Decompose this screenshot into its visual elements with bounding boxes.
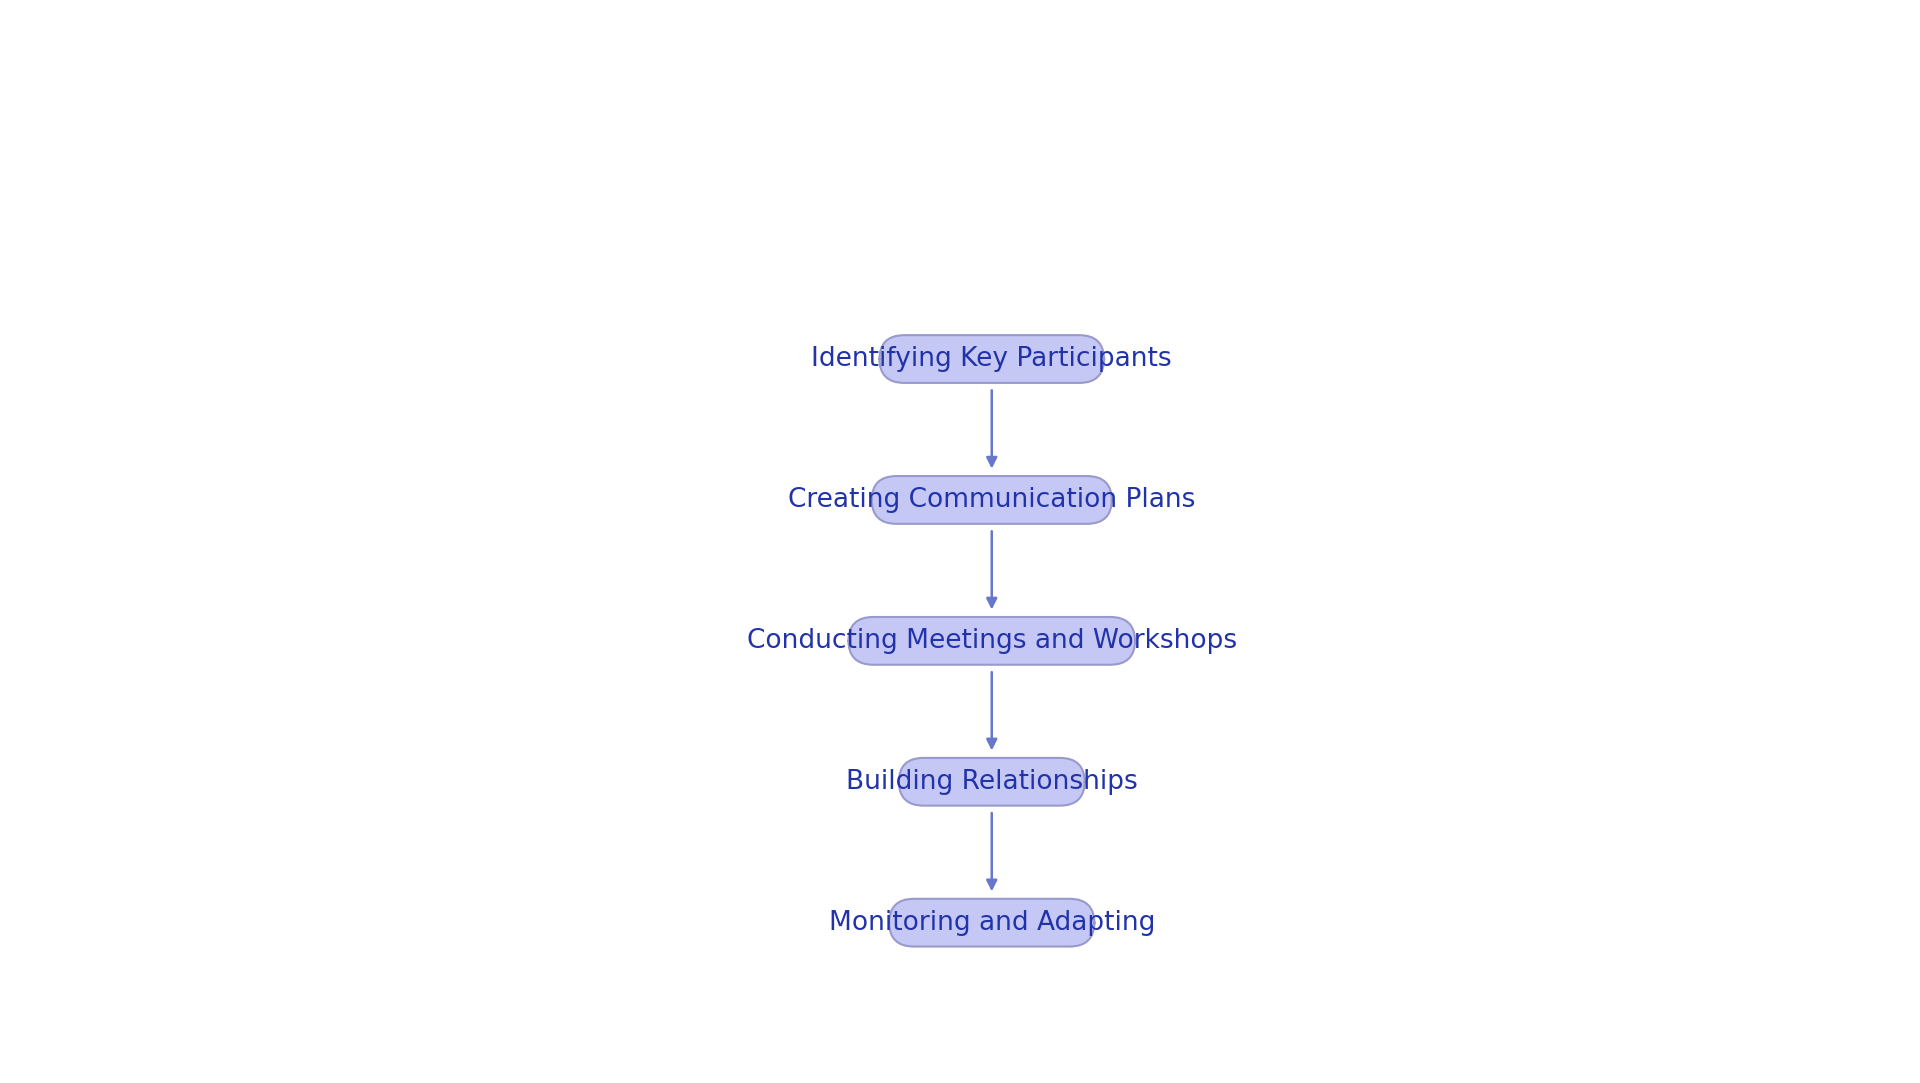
Text: Conducting Meetings and Workshops: Conducting Meetings and Workshops (747, 628, 1236, 654)
FancyBboxPatch shape (899, 758, 1085, 806)
Text: Creating Communication Plans: Creating Communication Plans (787, 487, 1196, 513)
Text: Building Relationships: Building Relationships (847, 769, 1139, 795)
FancyBboxPatch shape (889, 899, 1094, 947)
FancyBboxPatch shape (879, 335, 1104, 383)
FancyBboxPatch shape (872, 477, 1112, 524)
Text: Monitoring and Adapting: Monitoring and Adapting (829, 910, 1156, 936)
Text: Identifying Key Participants: Identifying Key Participants (812, 347, 1171, 373)
FancyBboxPatch shape (849, 617, 1135, 665)
